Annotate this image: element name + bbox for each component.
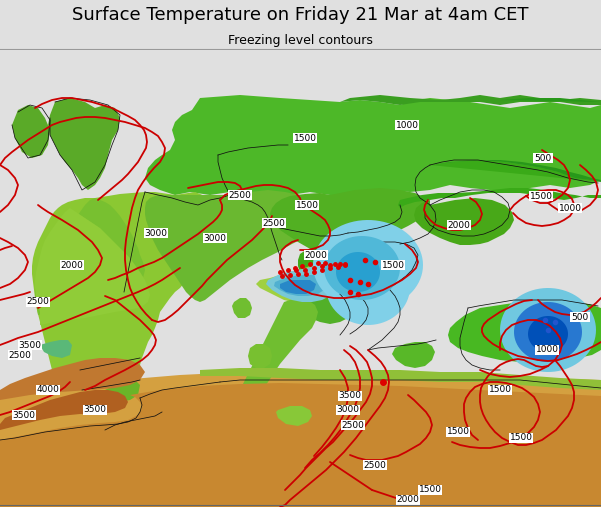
Polygon shape: [448, 300, 601, 362]
Text: 3500: 3500: [84, 406, 106, 415]
Polygon shape: [340, 95, 601, 105]
Polygon shape: [326, 249, 410, 325]
Polygon shape: [12, 105, 50, 158]
Polygon shape: [200, 368, 601, 390]
Polygon shape: [0, 390, 128, 430]
Text: 2000: 2000: [305, 250, 328, 260]
Polygon shape: [0, 383, 601, 507]
Polygon shape: [276, 406, 312, 426]
Polygon shape: [292, 285, 356, 324]
Text: 1000: 1000: [558, 203, 582, 212]
Text: 3000: 3000: [144, 229, 168, 237]
Polygon shape: [514, 302, 582, 362]
Text: 1500: 1500: [293, 133, 317, 142]
Text: 1500: 1500: [489, 385, 511, 394]
Polygon shape: [270, 188, 430, 252]
Text: 2500: 2500: [228, 191, 251, 199]
Polygon shape: [500, 288, 596, 372]
Polygon shape: [274, 275, 326, 296]
Text: 3000: 3000: [337, 406, 359, 415]
Polygon shape: [415, 98, 601, 182]
Polygon shape: [104, 380, 140, 402]
Polygon shape: [528, 316, 568, 352]
Polygon shape: [324, 236, 400, 300]
Text: 1500: 1500: [447, 427, 469, 437]
Text: Freezing level contours: Freezing level contours: [228, 33, 373, 47]
Text: 1500: 1500: [382, 261, 404, 270]
Text: 4000: 4000: [37, 385, 59, 394]
Text: 2500: 2500: [26, 298, 49, 307]
Polygon shape: [35, 208, 150, 325]
Text: 2500: 2500: [364, 460, 386, 469]
Text: 2000: 2000: [397, 495, 419, 504]
Polygon shape: [420, 406, 470, 420]
Polygon shape: [32, 192, 218, 444]
Polygon shape: [215, 298, 318, 458]
Text: 2500: 2500: [8, 350, 31, 359]
Polygon shape: [266, 264, 338, 302]
Polygon shape: [280, 280, 316, 294]
Text: Surface Temperature on Friday 21 Mar at 4am CET: Surface Temperature on Friday 21 Mar at …: [72, 6, 529, 24]
Polygon shape: [392, 342, 435, 368]
Text: 2000: 2000: [448, 221, 471, 230]
Polygon shape: [145, 190, 330, 302]
Polygon shape: [248, 344, 272, 368]
Text: 1500: 1500: [296, 200, 319, 209]
Polygon shape: [0, 358, 145, 400]
Polygon shape: [232, 298, 252, 318]
Text: 2000: 2000: [61, 261, 84, 270]
Text: 3000: 3000: [204, 234, 227, 242]
Polygon shape: [414, 198, 514, 245]
Text: 1000: 1000: [535, 345, 558, 354]
Text: 1000: 1000: [395, 121, 418, 129]
Polygon shape: [298, 245, 418, 295]
Polygon shape: [256, 260, 352, 305]
Text: 3500: 3500: [338, 391, 361, 401]
Text: 3500: 3500: [13, 411, 35, 419]
Text: 2500: 2500: [263, 219, 285, 228]
Text: 500: 500: [534, 154, 552, 163]
Text: 1500: 1500: [510, 433, 532, 443]
Polygon shape: [0, 370, 601, 507]
Text: 2500: 2500: [341, 420, 364, 429]
Polygon shape: [40, 340, 72, 358]
Polygon shape: [35, 198, 145, 315]
Polygon shape: [336, 252, 380, 292]
Polygon shape: [145, 95, 601, 198]
Polygon shape: [48, 98, 120, 190]
Text: 1500: 1500: [418, 486, 442, 494]
Text: 500: 500: [572, 312, 588, 321]
Text: 3500: 3500: [19, 341, 41, 349]
Polygon shape: [398, 160, 601, 208]
Text: 1500: 1500: [529, 192, 552, 200]
Polygon shape: [313, 220, 423, 310]
